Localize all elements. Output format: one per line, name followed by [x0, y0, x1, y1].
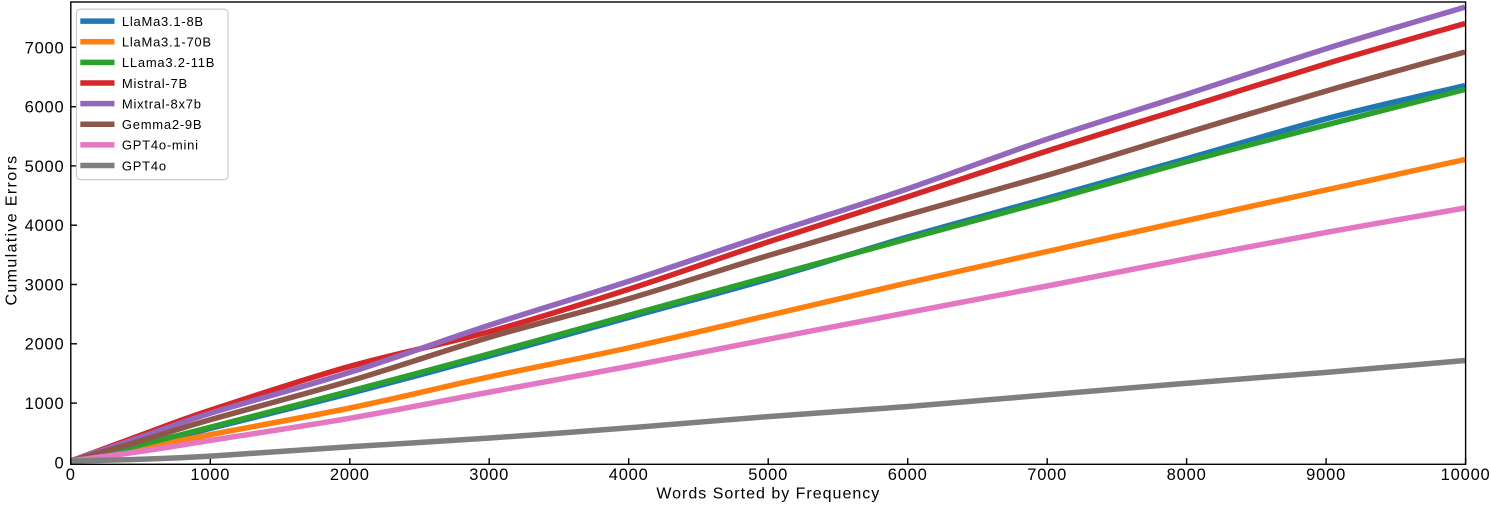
svg-text:6000: 6000: [25, 99, 65, 117]
svg-text:9000: 9000: [1306, 466, 1346, 484]
svg-text:Words Sorted by Frequency: Words Sorted by Frequency: [656, 485, 880, 502]
svg-text:0: 0: [66, 466, 76, 484]
svg-text:Cumulative Errors: Cumulative Errors: [4, 155, 21, 306]
svg-text:7000: 7000: [1027, 466, 1067, 484]
svg-text:LlaMa3.1-8B: LlaMa3.1-8B: [122, 14, 204, 29]
svg-text:GPT4o: GPT4o: [122, 158, 167, 173]
svg-text:7000: 7000: [25, 39, 65, 57]
svg-text:3000: 3000: [469, 466, 509, 484]
svg-text:5000: 5000: [748, 466, 788, 484]
svg-text:2000: 2000: [330, 466, 370, 484]
svg-text:4000: 4000: [25, 217, 65, 235]
svg-text:3000: 3000: [25, 276, 65, 294]
svg-text:LlaMa3.1-70B: LlaMa3.1-70B: [122, 35, 212, 50]
svg-text:0: 0: [55, 454, 65, 472]
svg-text:8000: 8000: [1167, 466, 1207, 484]
svg-text:GPT4o-mini: GPT4o-mini: [122, 138, 199, 153]
svg-text:Mistral-7B: Mistral-7B: [122, 76, 188, 91]
svg-text:10000: 10000: [1441, 466, 1491, 484]
svg-text:2000: 2000: [25, 336, 65, 354]
svg-text:6000: 6000: [888, 466, 928, 484]
svg-text:5000: 5000: [25, 158, 65, 176]
svg-text:Gemma2-9B: Gemma2-9B: [122, 117, 202, 132]
svg-text:1000: 1000: [190, 466, 230, 484]
svg-text:1000: 1000: [25, 395, 65, 413]
svg-text:LLama3.2-11B: LLama3.2-11B: [122, 55, 215, 70]
svg-text:Mixtral-8x7b: Mixtral-8x7b: [122, 96, 202, 111]
svg-text:4000: 4000: [609, 466, 649, 484]
